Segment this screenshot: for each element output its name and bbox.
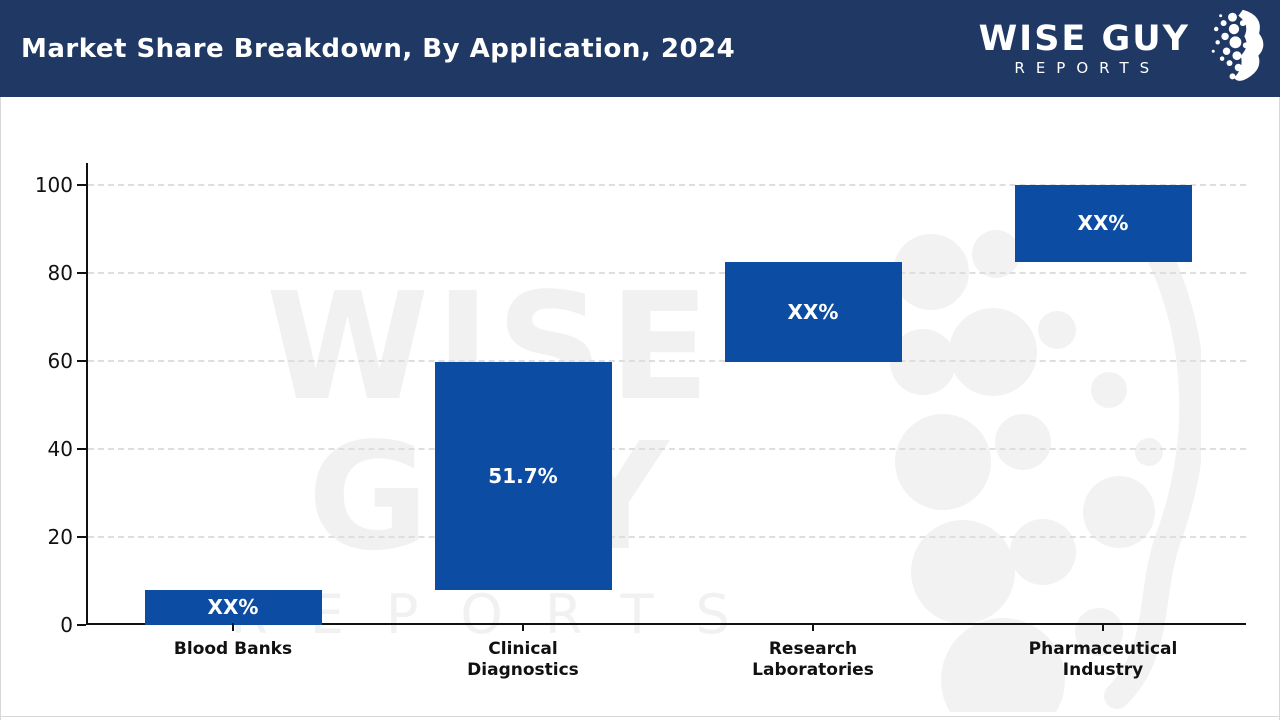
header-bar: Market Share Breakdown, By Application, …: [0, 0, 1280, 97]
logo-face-icon: [1211, 9, 1264, 81]
x-tick-mark: [522, 623, 524, 631]
y-tick-mark: [77, 184, 86, 186]
x-tick-mark: [232, 623, 234, 631]
bar-blood-banks: XX%: [144, 589, 322, 625]
logo-subtext: REPORTS: [1014, 58, 1161, 77]
bar-value-label: XX%: [1077, 211, 1129, 236]
x-tick-label: Clinical Diagnostics: [467, 639, 579, 680]
y-tick-label: 100: [34, 173, 73, 197]
bar-clinical-diagnostics: 51.7%: [434, 362, 612, 590]
gridline-60: [88, 360, 1246, 362]
y-tick-label: 80: [47, 261, 73, 285]
x-tick-mark: [1102, 623, 1104, 631]
bar-value-label: 51.7%: [488, 464, 558, 489]
gridline-20: [88, 536, 1246, 538]
gridline-40: [88, 448, 1246, 450]
x-tick-mark: [812, 623, 814, 631]
bar-value-label: XX%: [787, 299, 839, 324]
bar-research-laboratories: XX%: [724, 261, 902, 363]
y-tick-label: 40: [47, 437, 73, 461]
y-tick-mark: [77, 360, 86, 362]
plot-area: 0 20 40 60 80 100 XX% Blood Banks 51.7% Clinical …: [35, 163, 1246, 680]
gridline-100: [88, 184, 1246, 186]
x-tick-label: Research Laboratories: [752, 639, 874, 680]
wiseguy-logo: WISE GUY REPORTS: [979, 0, 1268, 97]
y-tick-label: 60: [47, 349, 73, 373]
x-tick-label: Pharmaceutical Industry: [1028, 639, 1178, 680]
x-tick-label: Blood Banks: [173, 639, 293, 659]
y-tick-mark: [77, 272, 86, 274]
y-tick-label: 0: [60, 613, 73, 637]
y-tick-mark: [77, 448, 86, 450]
bar-value-label: XX%: [207, 595, 259, 620]
y-tick-mark: [77, 536, 86, 538]
bottom-border: [1, 716, 1279, 717]
gridline-80: [88, 272, 1246, 274]
y-tick-label: 20: [47, 525, 73, 549]
y-tick-mark: [77, 624, 86, 626]
logo-wordmark: WISE GUY: [978, 18, 1190, 59]
page-title: Market Share Breakdown, By Application, …: [21, 33, 736, 64]
bar-pharmaceutical-industry: XX%: [1014, 185, 1192, 262]
logo-text: WISE GUY REPORTS: [979, 21, 1190, 77]
